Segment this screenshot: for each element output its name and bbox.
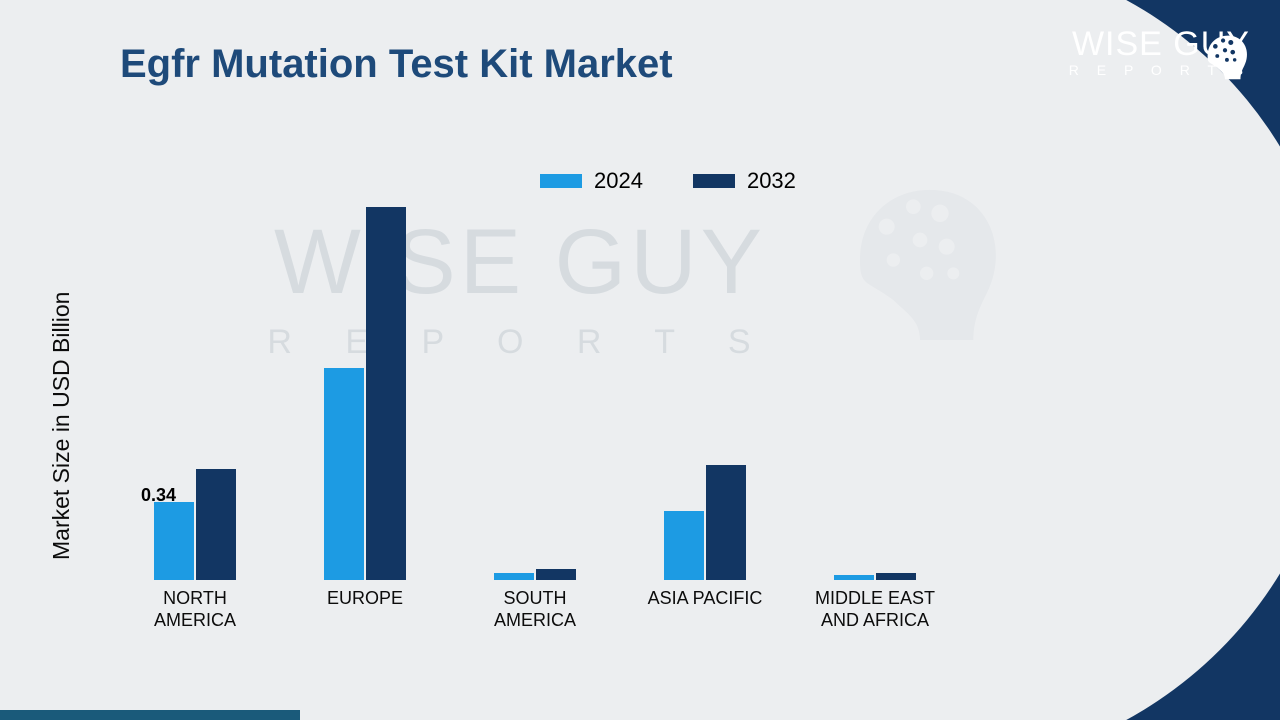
bottom-strip xyxy=(0,710,300,720)
category-label: EUROPE xyxy=(295,588,435,610)
right-panel xyxy=(960,0,1280,720)
category-label: SOUTH AMERICA xyxy=(465,588,605,631)
legend-item-0: 2024 xyxy=(540,168,643,194)
bar xyxy=(536,569,576,581)
bar-group: SOUTH AMERICA xyxy=(460,569,610,581)
bar-group: MIDDLE EAST AND AFRICA xyxy=(800,573,950,580)
category-label: MIDDLE EAST AND AFRICA xyxy=(805,588,945,631)
bar xyxy=(876,573,916,580)
chart-title: Egfr Mutation Test Kit Market xyxy=(120,42,673,87)
brand-logo: WISE GUY R E P O R T S xyxy=(990,25,1250,78)
value-label: 0.34 xyxy=(141,485,176,506)
bar xyxy=(834,575,874,580)
bar xyxy=(706,465,746,580)
legend-swatch-1 xyxy=(693,174,735,188)
bar xyxy=(324,368,364,580)
legend-item-1: 2032 xyxy=(693,168,796,194)
bar xyxy=(154,502,194,580)
legend-swatch-0 xyxy=(540,174,582,188)
category-label: ASIA PACIFIC xyxy=(635,588,775,610)
category-label: NORTH AMERICA xyxy=(125,588,265,631)
page-root: WISE GUY R E P O R T S Egfr Mutation Tes… xyxy=(0,0,1280,720)
bar xyxy=(196,469,236,580)
y-axis-label: Market Size in USD Billion xyxy=(48,292,75,560)
bar-group: ASIA PACIFIC xyxy=(630,465,780,580)
chart-plot: NORTH AMERICAEUROPESOUTH AMERICAASIA PAC… xyxy=(120,200,950,580)
bar xyxy=(366,207,406,580)
bar xyxy=(664,511,704,580)
bar-group: EUROPE xyxy=(290,207,440,580)
legend-label-0: 2024 xyxy=(594,168,643,194)
legend-label-1: 2032 xyxy=(747,168,796,194)
brand-head-icon xyxy=(1196,27,1254,85)
legend: 2024 2032 xyxy=(540,168,796,194)
bar xyxy=(494,573,534,580)
